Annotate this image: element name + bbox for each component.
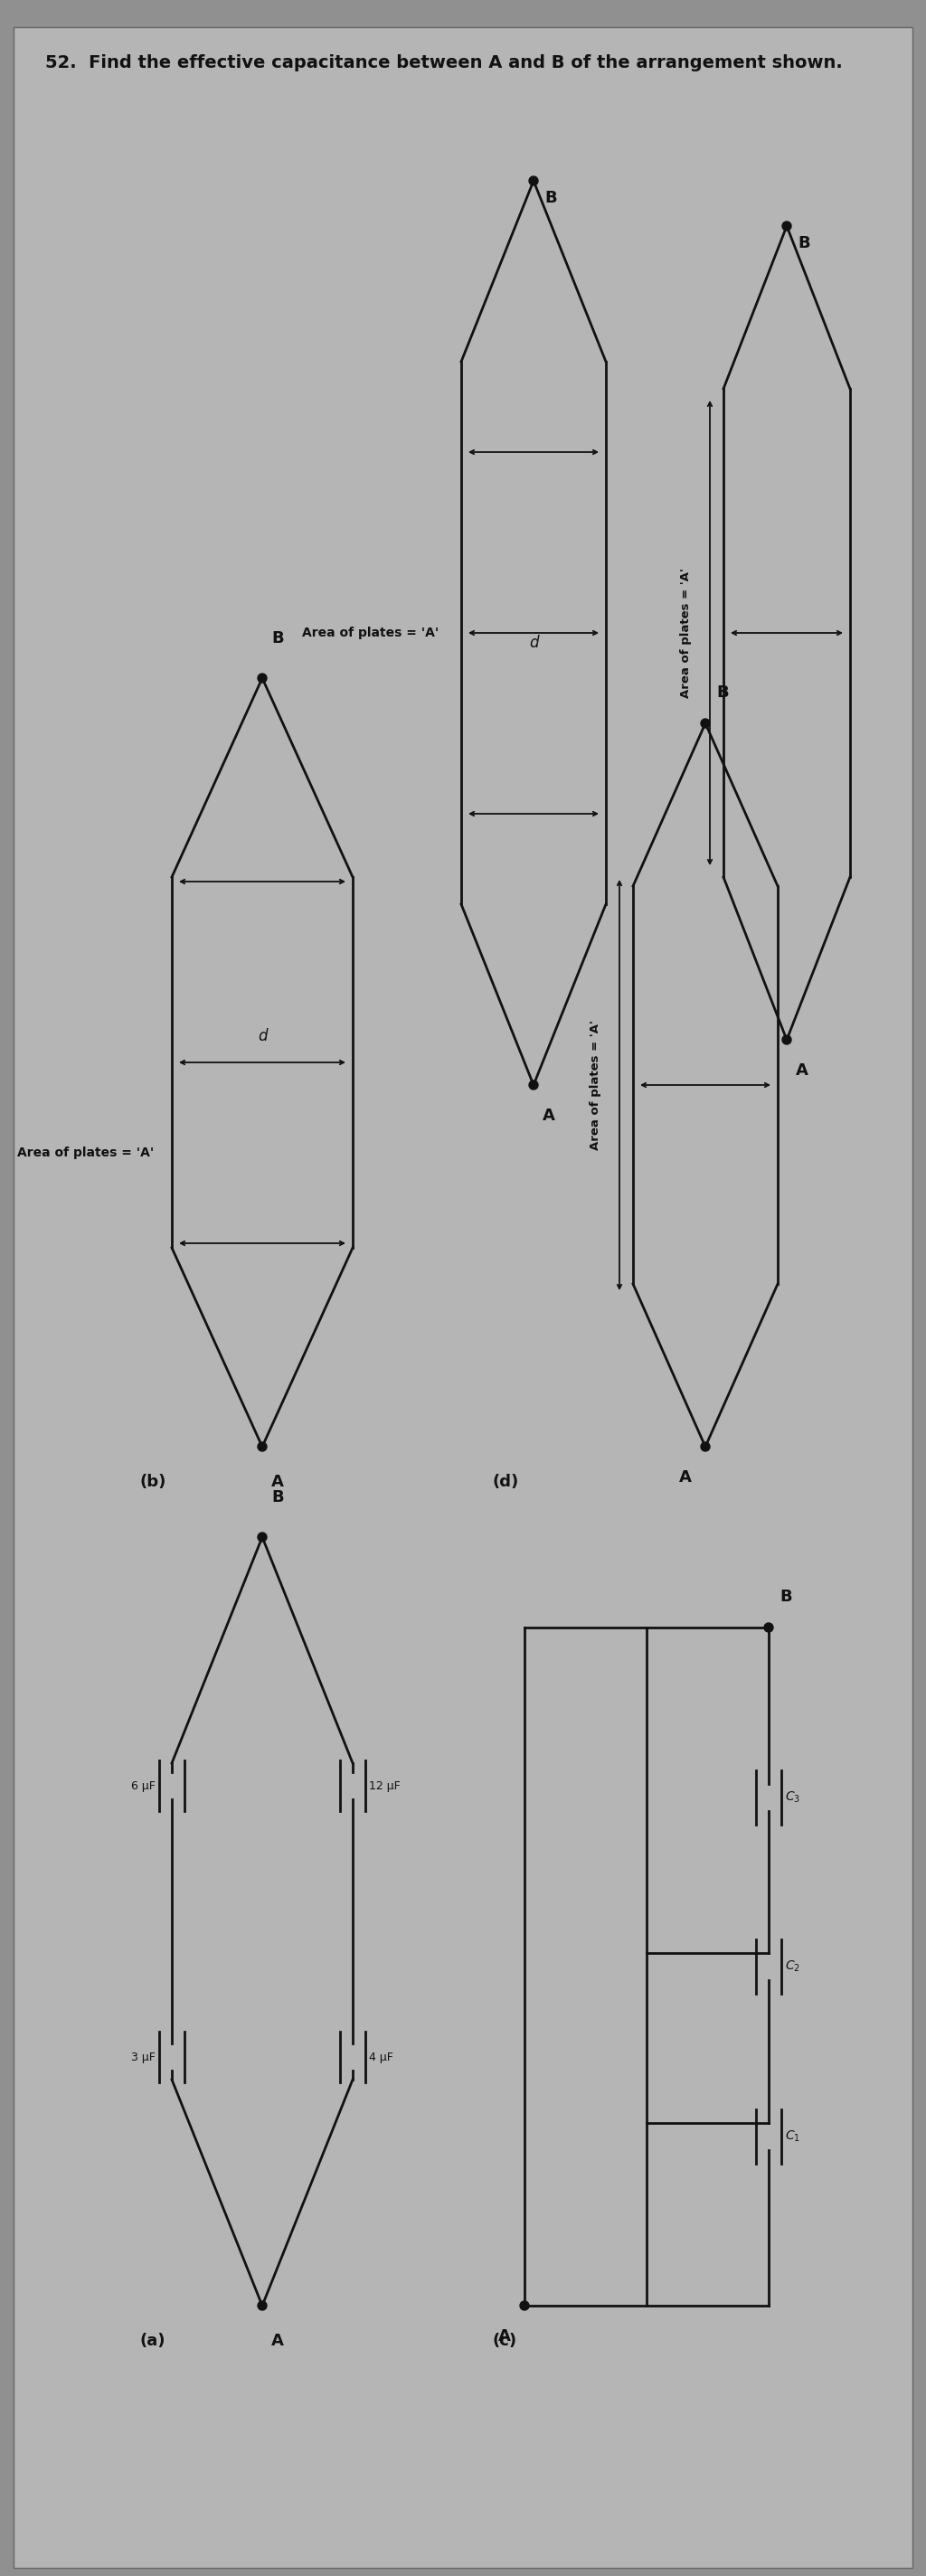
Text: Area of plates = 'A': Area of plates = 'A' (590, 1020, 601, 1149)
Text: Area of plates = 'A': Area of plates = 'A' (680, 567, 692, 698)
Text: (c): (c) (493, 2334, 518, 2349)
Text: (a): (a) (140, 2334, 166, 2349)
Text: d: d (529, 634, 538, 652)
Text: 6 μF: 6 μF (131, 1780, 156, 1793)
Text: B: B (797, 234, 810, 252)
Text: 4 μF: 4 μF (369, 2050, 394, 2063)
Text: 52.  Find the effective capacitance between A and B of the arrangement shown.: 52. Find the effective capacitance betwe… (45, 54, 843, 72)
Circle shape (529, 1079, 538, 1090)
Text: A: A (498, 2329, 511, 2344)
Text: d: d (257, 1028, 267, 1043)
Text: $C_2$: $C_2$ (785, 1960, 800, 1973)
Circle shape (257, 1533, 267, 1540)
Circle shape (701, 719, 710, 729)
Circle shape (257, 1443, 267, 1450)
Text: A: A (680, 1468, 692, 1486)
Circle shape (782, 222, 791, 232)
Text: A: A (271, 2334, 284, 2349)
Circle shape (529, 175, 538, 185)
Text: 3 μF: 3 μF (131, 2050, 156, 2063)
Text: B: B (716, 685, 729, 701)
Circle shape (701, 1443, 710, 1450)
Text: Area of plates = 'A': Area of plates = 'A' (17, 1146, 154, 1159)
Text: B: B (271, 1489, 283, 1504)
Text: (d): (d) (493, 1473, 519, 1489)
Circle shape (520, 2300, 529, 2311)
Text: A: A (543, 1108, 555, 1123)
Circle shape (782, 1036, 791, 1043)
Circle shape (257, 672, 267, 683)
Text: A: A (795, 1061, 808, 1079)
Text: (b): (b) (140, 1473, 167, 1489)
Text: $C_1$: $C_1$ (785, 2128, 800, 2143)
Circle shape (764, 1623, 773, 1633)
Text: Area of plates = 'A': Area of plates = 'A' (302, 626, 439, 639)
Circle shape (257, 2300, 267, 2311)
Text: A: A (271, 1473, 284, 1489)
Text: 12 μF: 12 μF (369, 1780, 400, 1793)
Text: $C_3$: $C_3$ (785, 1790, 800, 1803)
Text: B: B (780, 1589, 792, 1605)
Text: B: B (271, 631, 283, 647)
Text: B: B (544, 191, 557, 206)
